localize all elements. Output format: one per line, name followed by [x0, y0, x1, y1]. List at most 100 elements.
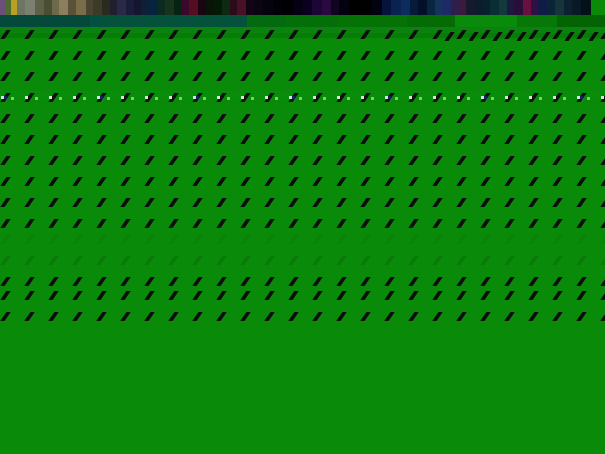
slanted-tick-glyph — [480, 219, 491, 228]
slanted-tick-glyph — [552, 277, 563, 286]
slanted-tick-glyph — [288, 135, 299, 144]
noise-cell — [254, 0, 263, 15]
slanted-tick-glyph — [528, 312, 539, 321]
slanted-tick-glyph — [288, 156, 299, 165]
noise-cell — [547, 0, 555, 15]
spark-pixel — [265, 96, 268, 99]
slanted-tick-glyph — [264, 135, 275, 144]
slanted-tick-glyph — [360, 177, 371, 186]
slanted-tick-glyph — [576, 312, 587, 321]
spark-pixel — [145, 96, 148, 99]
slanted-tick-glyph — [432, 256, 443, 265]
slanted-tick-glyph — [384, 156, 395, 165]
slanted-tick-glyph — [0, 114, 11, 123]
slanted-tick-glyph — [552, 219, 563, 228]
slanted-tick-glyph — [24, 135, 35, 144]
spark-pixel — [553, 96, 556, 99]
slanted-tick-glyph — [192, 114, 203, 123]
slanted-tick-glyph — [600, 72, 605, 81]
spark-pixel — [515, 97, 518, 100]
slanted-tick-glyph — [564, 32, 575, 41]
noise-cell — [273, 0, 282, 15]
spark-pixel — [227, 97, 230, 100]
noise-cell — [564, 0, 572, 15]
slanted-tick-glyph — [552, 235, 563, 244]
slanted-tick-glyph — [576, 219, 587, 228]
slanted-tick-glyph — [264, 256, 275, 265]
slanted-tick-glyph — [120, 235, 131, 244]
slanted-tick-glyph — [0, 72, 11, 81]
spark-pixel — [539, 97, 542, 100]
slanted-tick-glyph — [72, 72, 83, 81]
slanted-tick-glyph — [588, 32, 599, 41]
slanted-tick-glyph — [480, 156, 491, 165]
slanted-tick-glyph — [456, 156, 467, 165]
slanted-tick-glyph — [168, 235, 179, 244]
noise-cell — [451, 0, 459, 15]
slanted-tick-glyph — [504, 312, 515, 321]
slanted-tick-glyph — [96, 256, 107, 265]
slanted-tick-glyph — [600, 114, 605, 123]
slanted-tick-glyph — [144, 72, 155, 81]
slanted-tick-glyph — [72, 219, 83, 228]
slanted-tick-glyph — [468, 32, 479, 41]
spark-pixel — [11, 97, 14, 100]
noise-cell — [372, 0, 382, 15]
noise-cell — [126, 0, 134, 15]
slanted-tick-glyph — [504, 256, 515, 265]
noise-cell — [86, 0, 93, 15]
slanted-tick-glyph — [408, 177, 419, 186]
slanted-tick-glyph — [120, 219, 131, 228]
slanted-tick-glyph — [432, 51, 443, 60]
slanted-tick-glyph — [72, 51, 83, 60]
noise-cell — [483, 0, 490, 15]
slanted-tick-glyph — [144, 198, 155, 207]
slanted-tick-glyph — [408, 135, 419, 144]
slanted-tick-glyph — [192, 312, 203, 321]
slanted-tick-glyph — [600, 198, 605, 207]
spark-pixel — [467, 97, 470, 100]
slanted-tick-glyph — [312, 198, 323, 207]
slanted-tick-glyph — [216, 198, 227, 207]
slanted-tick-glyph — [264, 291, 275, 300]
noise-cell — [303, 0, 312, 15]
slanted-tick-glyph — [120, 256, 131, 265]
noise-cell — [427, 0, 435, 15]
slanted-tick-glyph — [168, 312, 179, 321]
slanted-tick-glyph — [48, 114, 59, 123]
slanted-tick-glyph — [336, 277, 347, 286]
slanted-tick-glyph — [288, 114, 299, 123]
slanted-tick-glyph — [24, 156, 35, 165]
noise-cell — [507, 0, 514, 15]
glyph-row — [0, 235, 605, 247]
slanted-tick-glyph — [168, 156, 179, 165]
noise-cell — [410, 0, 418, 15]
slanted-tick-glyph — [456, 219, 467, 228]
slanted-tick-glyph — [24, 198, 35, 207]
slanted-tick-glyph — [336, 291, 347, 300]
slanted-tick-glyph — [120, 135, 131, 144]
slanted-tick-glyph — [480, 198, 491, 207]
spark-pixel — [275, 97, 278, 100]
spark-pixel — [35, 97, 38, 100]
noise-cell — [93, 0, 102, 15]
spark-pixel — [419, 97, 422, 100]
slanted-tick-glyph — [216, 235, 227, 244]
spark-pixel — [217, 96, 220, 99]
spark-pixel — [1, 96, 4, 99]
slanted-tick-glyph — [24, 277, 35, 286]
noise-cell — [68, 0, 76, 15]
slanted-tick-glyph — [240, 291, 251, 300]
slanted-tick-glyph — [576, 156, 587, 165]
slanted-tick-glyph — [552, 256, 563, 265]
spark-pixel — [292, 96, 295, 99]
spark-pixel — [155, 97, 158, 100]
slanted-tick-glyph — [528, 72, 539, 81]
slanted-tick-glyph — [24, 51, 35, 60]
spark-pixel — [251, 97, 254, 100]
slanted-tick-glyph — [480, 312, 491, 321]
transition-cell — [407, 15, 455, 27]
slanted-tick-glyph — [576, 198, 587, 207]
slanted-tick-glyph — [504, 156, 515, 165]
spark-pixel — [299, 97, 302, 100]
